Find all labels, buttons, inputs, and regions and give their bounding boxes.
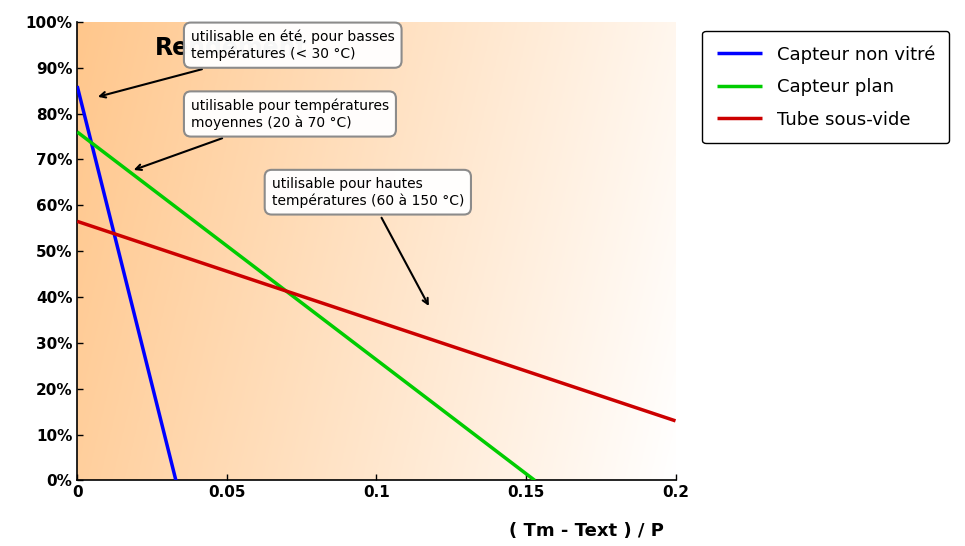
Text: Rendement: Rendement [155, 35, 308, 60]
Text: utilisable pour hautes
températures (60 à 150 °C): utilisable pour hautes températures (60 … [272, 177, 464, 304]
Text: ( Tm - Text ) / P: ( Tm - Text ) / P [509, 522, 664, 540]
Capteur plan [529, 477, 540, 484]
Text: utilisable pour températures
moyennes (20 à 70 °C): utilisable pour températures moyennes (2… [136, 98, 389, 170]
Line: Capteur plan: Capteur plan [77, 132, 535, 480]
Text: utilisable en été, pour basses
températures (< 30 °C): utilisable en été, pour basses températu… [100, 29, 395, 98]
Capteur plan [71, 129, 83, 135]
Legend: Capteur non vitré, Capteur plan, Tube sous-vide: Capteur non vitré, Capteur plan, Tube so… [703, 31, 950, 143]
